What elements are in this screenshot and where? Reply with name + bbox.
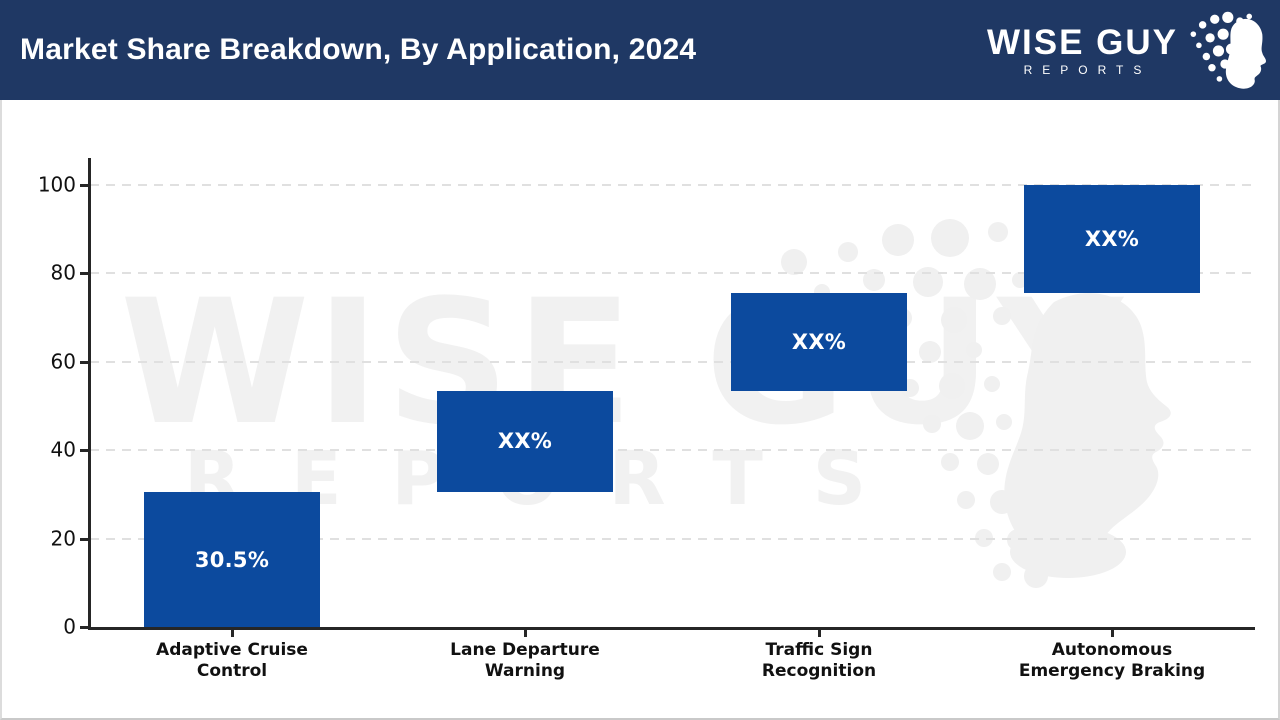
y-tick-mark bbox=[80, 626, 89, 629]
y-tick-mark bbox=[80, 272, 89, 276]
y-tick-mark bbox=[80, 184, 89, 187]
logo-subtitle: REPORTS bbox=[1023, 62, 1152, 77]
wise-guy-logo: WISE GUY REPORTS bbox=[987, 8, 1266, 92]
gridline-100 bbox=[90, 184, 1255, 186]
bar-segment: XX% bbox=[731, 293, 907, 391]
x-tick-mark bbox=[818, 630, 821, 637]
y-tick-mark bbox=[80, 449, 89, 453]
wiseguy-head-icon bbox=[1190, 11, 1266, 89]
bar-segment: 30.5% bbox=[144, 492, 320, 627]
gridline-40 bbox=[90, 449, 1255, 452]
y-tick-mark bbox=[80, 360, 89, 364]
category-label: Adaptive Cruise Control bbox=[156, 640, 308, 682]
y-tick-label: 80 bbox=[50, 260, 76, 285]
header-bar: Market Share Breakdown, By Application, … bbox=[0, 0, 1280, 100]
gridline-20 bbox=[90, 537, 1255, 540]
category-label: Autonomous Emergency Braking bbox=[1018, 640, 1206, 682]
y-tick-label: 20 bbox=[50, 526, 76, 551]
category-label: Traffic Sign Recognition bbox=[761, 640, 877, 682]
y-tick-label: 0 bbox=[63, 614, 76, 639]
bar-value-label: XX% bbox=[1084, 227, 1140, 252]
x-tick-mark bbox=[231, 630, 234, 637]
y-tick-label: 40 bbox=[50, 437, 76, 462]
bar-segment: XX% bbox=[1024, 185, 1200, 294]
logo-text: WISE GUY REPORTS bbox=[987, 25, 1178, 76]
bar-value-label: 30.5% bbox=[194, 547, 270, 572]
y-tick-mark bbox=[80, 537, 89, 541]
x-tick-mark bbox=[1111, 630, 1114, 637]
gridline-60 bbox=[90, 360, 1255, 363]
x-axis-line bbox=[88, 627, 1255, 630]
x-tick-mark bbox=[524, 630, 527, 637]
category-label: Lane Departure Warning bbox=[450, 640, 600, 682]
y-tick-label: 100 bbox=[37, 172, 76, 197]
bar-segment: XX% bbox=[437, 390, 613, 493]
y-axis-line bbox=[88, 158, 91, 629]
y-tick-label: 60 bbox=[50, 349, 76, 374]
page-title: Market Share Breakdown, By Application, … bbox=[20, 33, 697, 66]
logo-wordmark: WISE GUY bbox=[986, 22, 1178, 62]
gridline-80 bbox=[90, 272, 1255, 275]
bar-value-label: XX% bbox=[497, 429, 553, 454]
bar-value-label: XX% bbox=[791, 329, 847, 354]
